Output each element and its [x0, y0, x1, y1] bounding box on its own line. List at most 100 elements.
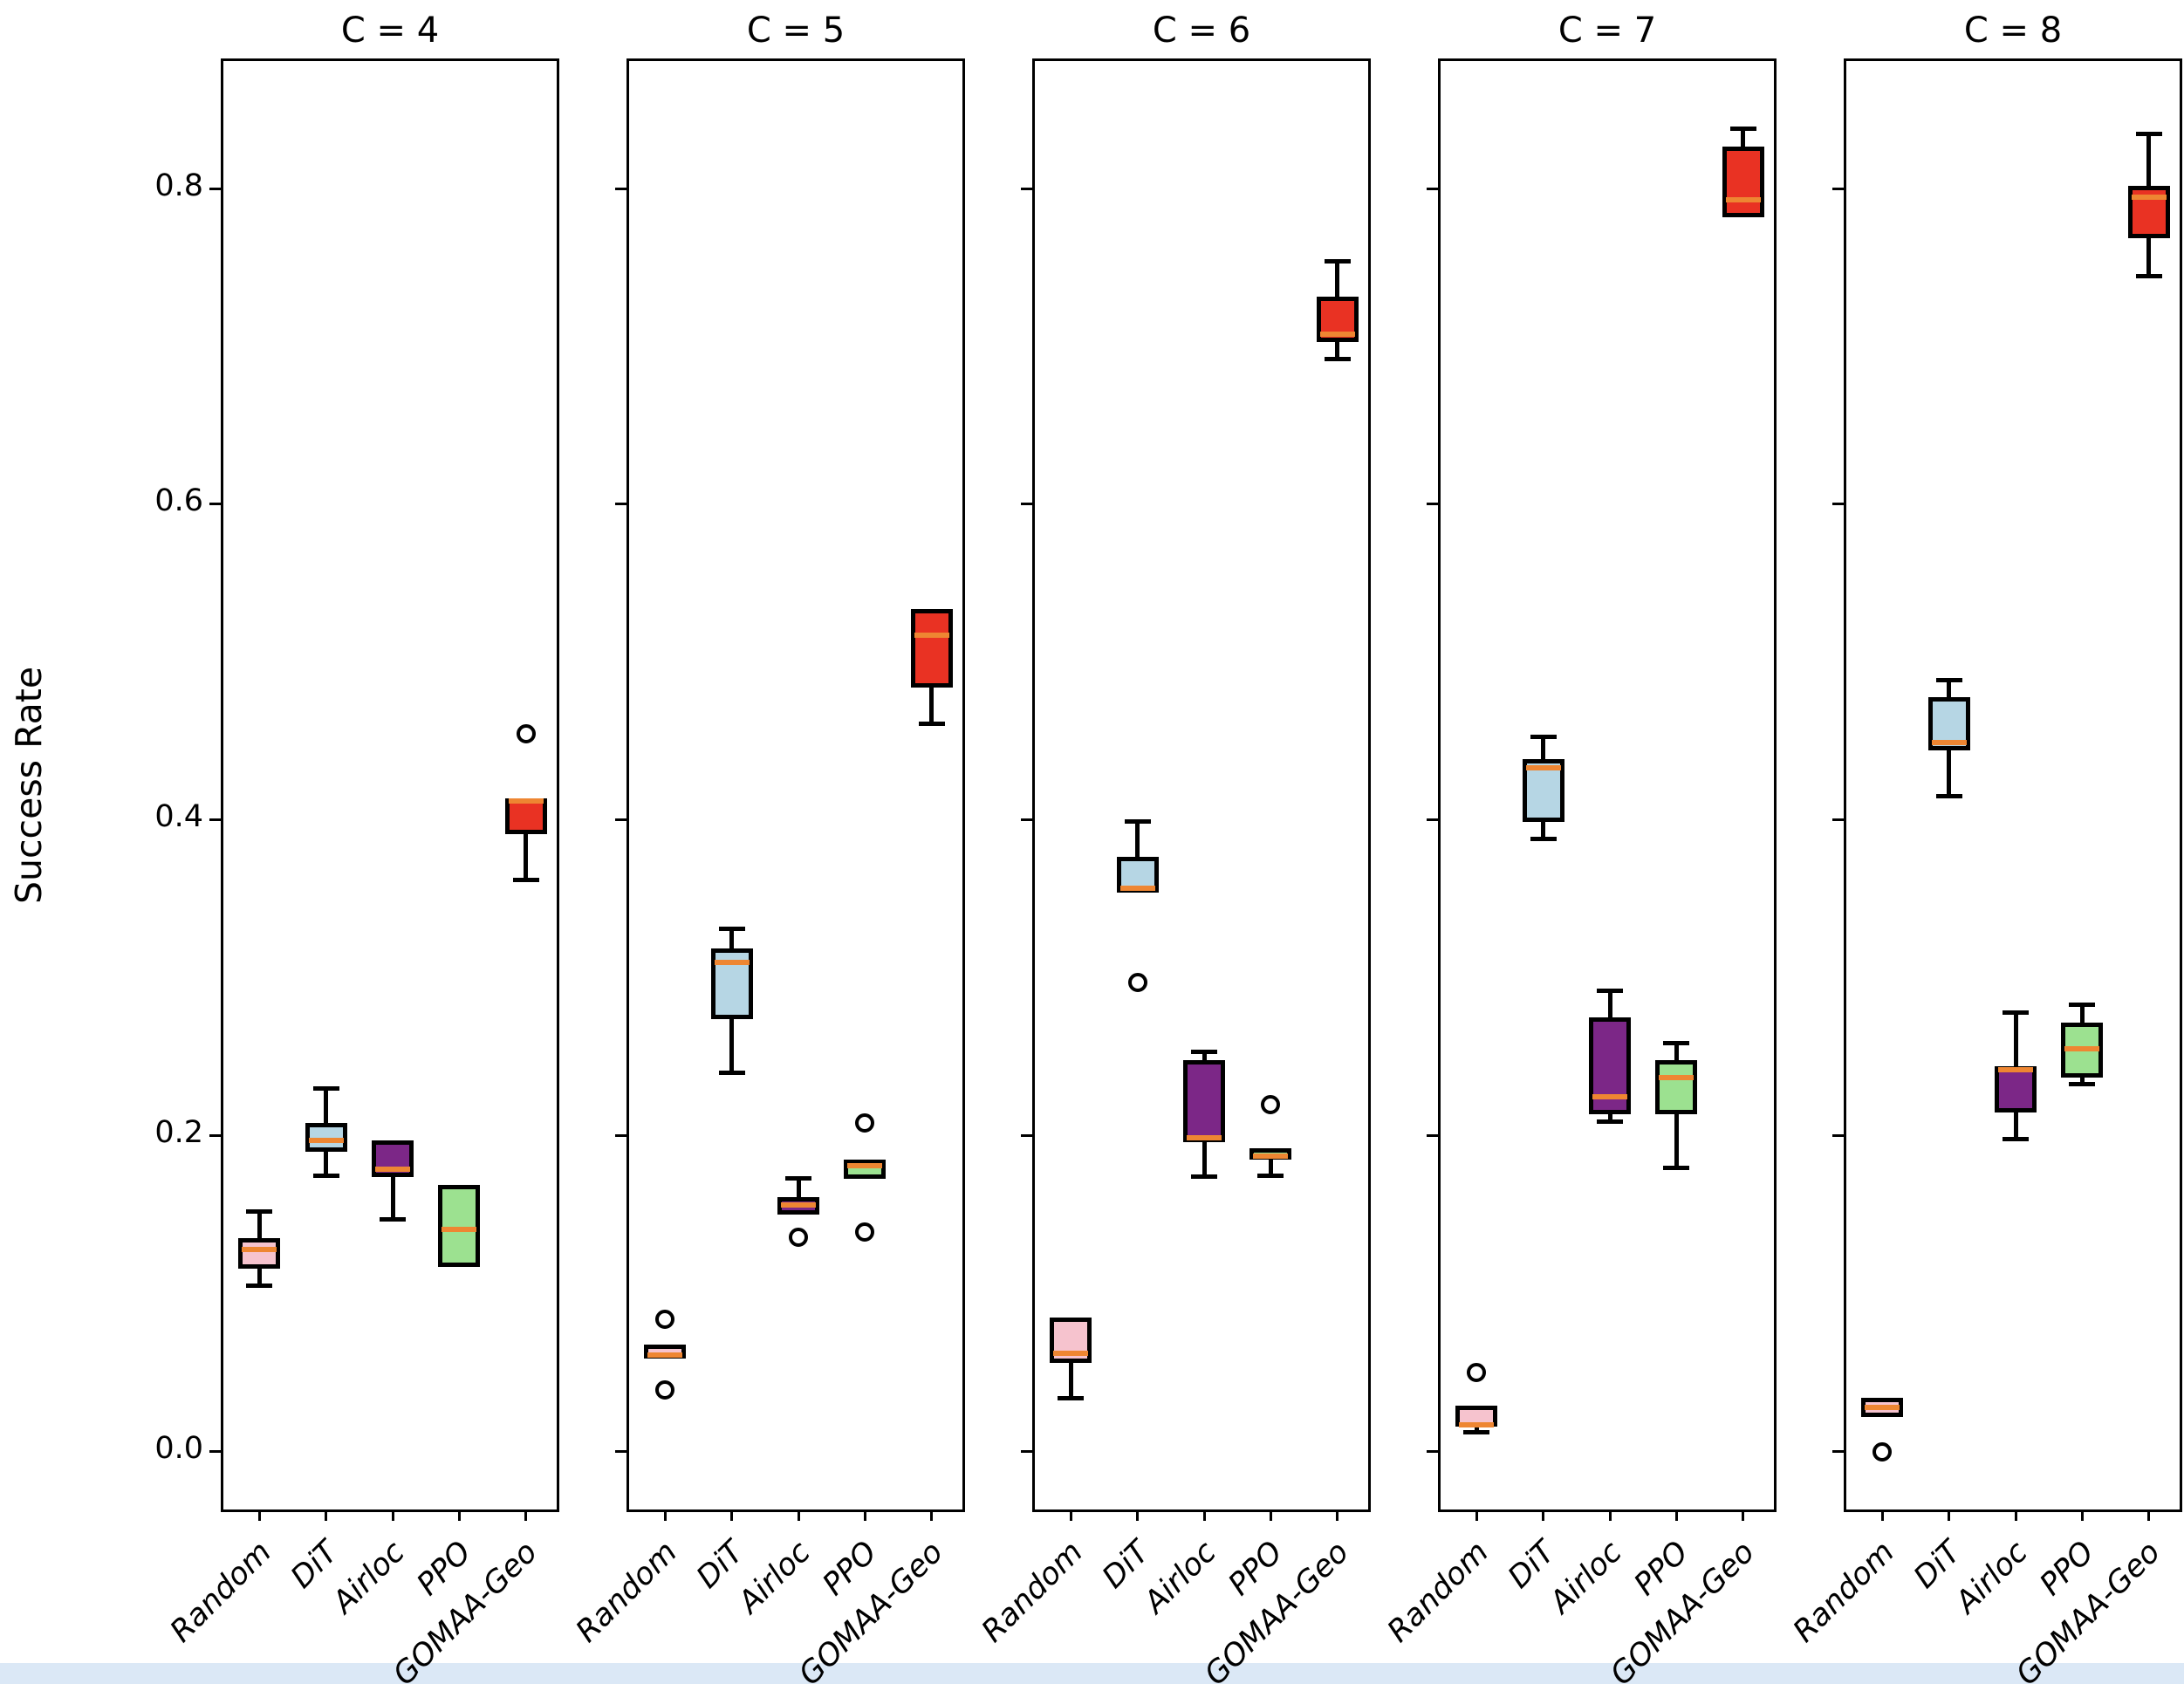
- whisker-upper: [729, 928, 735, 948]
- y-tick-mark: [1832, 187, 1844, 190]
- median-line: [781, 1202, 816, 1208]
- median-line: [1931, 740, 1967, 746]
- median-line: [1119, 885, 1155, 891]
- whisker-cap-lower: [380, 1217, 406, 1222]
- subplot-title: C = 7: [1558, 10, 1657, 51]
- subplot-c=6: C = 6: [1021, 10, 1371, 1521]
- x-tick-mark: [730, 1509, 734, 1521]
- whisker-cap-lower: [2135, 273, 2162, 278]
- whisker-lower: [1202, 1142, 1207, 1177]
- y-tick-mark: [1427, 187, 1438, 190]
- whisker-cap-lower: [1935, 794, 1962, 799]
- y-tick-mark: [209, 1449, 221, 1453]
- y-tick-mark: [1021, 1133, 1032, 1137]
- median-line: [914, 633, 949, 639]
- median-line: [308, 1138, 344, 1144]
- x-tick-label: Random: [1786, 1535, 1901, 1650]
- whisker-cap-lower: [718, 1071, 745, 1075]
- x-tick-mark: [797, 1509, 800, 1521]
- box-ppo: [438, 1184, 481, 1267]
- median-line: [1659, 1074, 1694, 1080]
- median-line: [1253, 1153, 1289, 1160]
- subplot-c=5: C = 5: [615, 10, 965, 1521]
- x-tick-mark: [391, 1509, 394, 1521]
- outlier-point: [1467, 1363, 1487, 1383]
- y-tick-mark: [1832, 1133, 1844, 1137]
- x-tick-mark: [1269, 1509, 1272, 1521]
- y-tick-label: 0.0: [154, 1430, 203, 1466]
- whisker-lower: [1474, 1426, 1479, 1433]
- whisker-cap-upper: [1324, 259, 1351, 264]
- x-tick-label: Airloc: [1543, 1535, 1629, 1620]
- box-dit: [305, 1123, 347, 1152]
- y-tick-label: 0.4: [154, 799, 203, 835]
- median-line: [1459, 1421, 1495, 1427]
- whisker-cap-upper: [2069, 1003, 2096, 1008]
- outlier-point: [855, 1113, 875, 1133]
- y-tick-mark: [1427, 1449, 1438, 1453]
- subplot-c=7: C = 7: [1427, 10, 1777, 1521]
- x-tick-mark: [457, 1509, 461, 1521]
- x-tick-mark: [930, 1509, 934, 1521]
- whisker-upper: [257, 1211, 262, 1239]
- x-tick-label: Random: [569, 1535, 684, 1650]
- box-airloc: [1183, 1060, 1225, 1143]
- whisker-cap-upper: [1191, 1050, 1217, 1055]
- y-tick-mark: [1427, 1133, 1438, 1137]
- x-tick-label: Random: [975, 1535, 1090, 1650]
- whisker-lower: [1541, 821, 1546, 839]
- whisker-lower: [1335, 341, 1340, 359]
- whisker-upper: [1674, 1043, 1679, 1061]
- subplot-title: C = 5: [746, 10, 846, 51]
- whisker-cap-lower: [1257, 1173, 1284, 1178]
- whisker-lower: [1947, 750, 1952, 797]
- median-line: [1865, 1404, 1900, 1410]
- box-ppo: [1655, 1060, 1698, 1114]
- whisker-upper: [1947, 680, 1952, 697]
- x-tick-label: Airloc: [731, 1535, 818, 1620]
- median-line: [1725, 197, 1761, 203]
- whisker-upper: [796, 1178, 801, 1198]
- box-gomaa-geo: [910, 608, 953, 688]
- whisker-cap-upper: [1935, 677, 1962, 682]
- whisker-upper: [2146, 133, 2152, 186]
- outlier-point: [655, 1309, 675, 1329]
- median-line: [1053, 1351, 1089, 1357]
- whisker-cap-lower: [918, 722, 945, 727]
- whisker-lower: [729, 1019, 735, 1073]
- y-tick-mark: [615, 1449, 626, 1453]
- median-line: [1187, 1134, 1222, 1140]
- x-tick-mark: [1542, 1509, 1545, 1521]
- subplot-title: C = 8: [1963, 10, 2063, 51]
- whisker-cap-upper: [312, 1086, 339, 1092]
- y-tick-mark: [615, 187, 626, 190]
- x-tick-mark: [2014, 1509, 2017, 1521]
- y-tick-mark: [209, 187, 221, 190]
- y-tick-label: 0.6: [154, 483, 203, 519]
- whisker-lower: [1068, 1363, 1073, 1399]
- whisker-cap-upper: [1124, 819, 1151, 825]
- whisker-cap-lower: [1058, 1395, 1085, 1400]
- y-tick-mark: [1832, 503, 1844, 506]
- median-line: [242, 1247, 277, 1253]
- whisker-lower: [390, 1176, 395, 1220]
- y-tick-mark: [209, 818, 221, 822]
- y-tick-mark: [615, 818, 626, 822]
- whisker-upper: [2079, 1004, 2085, 1023]
- whisker-cap-upper: [246, 1209, 273, 1215]
- whisker-lower: [2013, 1112, 2018, 1140]
- x-tick-mark: [325, 1509, 328, 1521]
- y-tick-mark: [615, 1133, 626, 1137]
- y-tick-mark: [1832, 818, 1844, 822]
- median-line: [1592, 1093, 1627, 1099]
- whisker-upper: [1607, 990, 1612, 1018]
- whisker-cap-lower: [312, 1173, 339, 1178]
- whisker-upper: [1541, 736, 1546, 759]
- median-line: [647, 1352, 683, 1359]
- median-line: [1525, 765, 1561, 771]
- x-tick-mark: [1742, 1509, 1745, 1521]
- background-strip: [0, 1663, 2184, 1684]
- whisker-lower: [324, 1151, 329, 1176]
- whisker-cap-lower: [1530, 837, 1557, 842]
- whisker-lower: [1607, 1113, 1612, 1122]
